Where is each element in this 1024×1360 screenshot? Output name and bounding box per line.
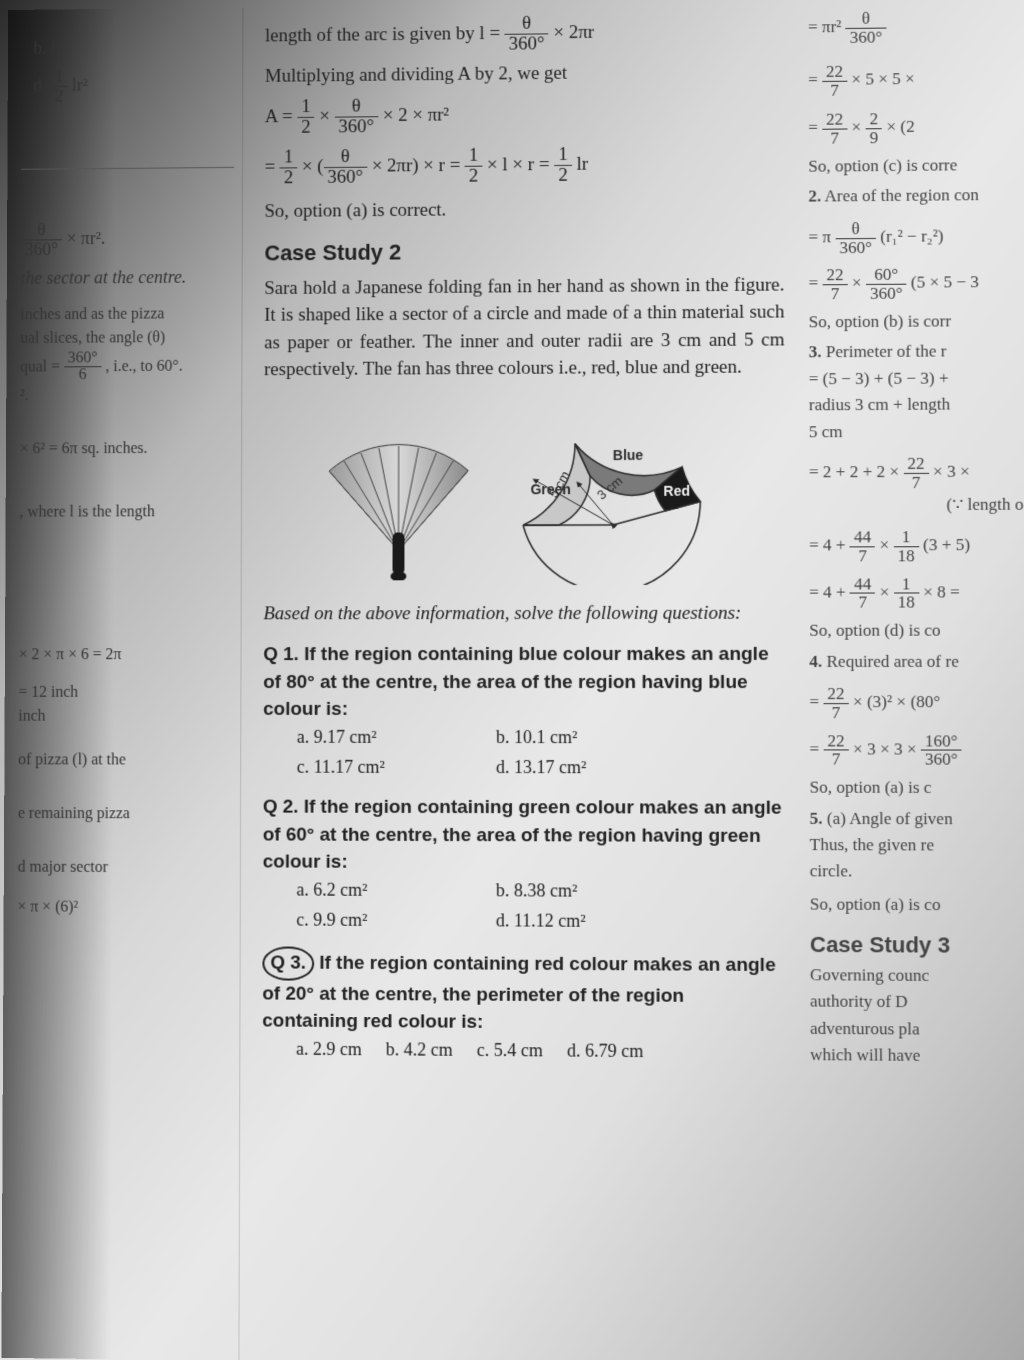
r-cs3d: which will have: [810, 1042, 1024, 1070]
formula-A: A = 12 × θ360° × 2 × πr²: [265, 93, 784, 139]
r-a4: = 227 × (3)² × (80°: [809, 685, 1024, 722]
r-line3: = 227 × 29 × (2: [808, 109, 1022, 148]
text-remaining: e remaining pizza: [18, 802, 232, 826]
q2-opt-b: b. 8.38 cm²: [496, 877, 657, 904]
text-equal: qual = 360°6 , i.e., to 60°.: [20, 349, 234, 384]
r-a3: = 227 × 60°360° (5 × 5 − 3: [809, 265, 1023, 303]
text-sixpi: × 6² = 6π sq. inches.: [20, 437, 234, 462]
question-3: Q 3. If the region containing red colour…: [262, 946, 786, 1038]
q3-opt-d: d. 6.79 cm: [567, 1037, 643, 1064]
text-inch: inch: [18, 705, 232, 729]
r-cs3a: Governing counc: [810, 962, 1024, 990]
q3-options: a. 2.9 cm b. 4.2 cm c. 5.4 cm d. 6.79 cm: [296, 1035, 786, 1064]
r-line2: = 227 × 5 × 5 ×: [808, 61, 1022, 100]
r-line1: = πr² θ360°: [808, 8, 1022, 47]
r-a2: = π θ360° (r₁² − r₂²): [808, 219, 1022, 257]
r-a3l3: 5 cm: [809, 418, 1023, 445]
formula-sector: θ360° × πr².: [21, 219, 234, 259]
so-option-a: So, option (a) is correct.: [265, 194, 785, 226]
option-d: d. 12 lr²: [33, 65, 234, 105]
right-column-answers: = πr² θ360° = 227 × 5 × 5 × = 227 × 29 ×…: [800, 0, 1024, 1360]
svg-text:Blue: Blue: [613, 446, 644, 462]
arc-length-line: length of the arc is given by l = θ360° …: [265, 11, 784, 57]
multiply-line: Multiplying and dividing A by 2, we get: [265, 57, 784, 90]
case-study-3-heading: Case Study 3: [810, 928, 1024, 963]
case-paragraph: Sara hold a Japanese folding fan in her …: [264, 271, 785, 384]
q2-opt-c: c. 9.9 cm²: [296, 906, 456, 933]
q1-opt-c: c. 11.17 cm²: [297, 754, 456, 780]
q3-opt-a: a. 2.9 cm: [296, 1035, 362, 1062]
text-where: , where l is the length: [19, 500, 233, 524]
r-a5: = 227 × 3 × 3 × 160°360°: [809, 732, 1024, 769]
q1-opt-d: d. 13.17 cm²: [496, 754, 656, 780]
sector-text: the sector at the centre.: [21, 263, 234, 291]
r-length-note: (∵ length o: [809, 491, 1024, 518]
r-so-d: So, option (d) is co: [809, 618, 1024, 645]
r-a5l1: Thus, the given re: [810, 832, 1024, 859]
q2-opt-d: d. 11.12 cm²: [496, 907, 657, 934]
text-twopi: × 2 × π × 6 = 2π: [19, 643, 233, 667]
r-so-a3: So, option (a) is co: [810, 891, 1024, 918]
question-2: Q 2. If the region containing green colo…: [263, 794, 786, 878]
r-a3l6: = 4 + 447 × 118 × 8 =: [809, 575, 1024, 612]
r-so-c: So, option (c) is corre: [808, 152, 1022, 180]
r-a5l2: circle.: [810, 859, 1024, 886]
case-study-2-heading: Case Study 2: [264, 233, 784, 269]
sector-diagram: 5 cm3 cmGreenBlueRed: [513, 404, 734, 584]
text-slices: ual slices, the angle (θ): [20, 325, 233, 350]
q1-options: a. 9.17 cm² b. 10.1 cm² c. 11.17 cm² d. …: [297, 724, 786, 781]
text-pizza-l: of pizza (l) at the: [18, 749, 232, 773]
q1-opt-a: a. 9.17 cm²: [297, 724, 456, 750]
main-column: length of the arc is given by l = θ360° …: [239, 1, 802, 1360]
formula-A2: = 12 × (θ360° × 2πr) × r = 12 × l × r = …: [265, 143, 785, 188]
text-major: d major sector: [18, 856, 232, 881]
q3-circled-number: Q 3.: [262, 946, 314, 980]
r-a3l2: radius 3 cm + length: [809, 391, 1023, 418]
r-ans3: 3. Perimeter of the r: [809, 339, 1023, 367]
text-xpi6: × π × (6)²: [17, 896, 231, 921]
q2-opt-a: a. 6.2 cm²: [296, 876, 455, 903]
left-column-previous-page: b. lr d. 12 lr² θ360° × πr². the sector …: [1, 7, 243, 1360]
svg-text:Red: Red: [664, 483, 691, 499]
r-ans4: 4. Required area of re: [809, 648, 1024, 675]
folding-fan-illustration: [314, 411, 483, 581]
r-ans5: 5. (a) Angle of given: [810, 805, 1024, 832]
text-twelve: = 12 inch: [18, 681, 232, 705]
option-b: b. lr: [33, 33, 234, 62]
text-tail2: ².: [20, 383, 234, 408]
r-ans2: 2. Area of the region con: [808, 182, 1022, 210]
q3-opt-c: c. 5.4 cm: [477, 1036, 543, 1063]
svg-text:Green: Green: [531, 481, 571, 497]
figure-row: 5 cm3 cmGreenBlueRed: [263, 399, 784, 590]
textbook-page: b. lr d. 12 lr² θ360° × πr². the sector …: [1, 0, 1024, 1360]
q3-opt-b: b. 4.2 cm: [386, 1036, 453, 1063]
r-a3l4: = 2 + 2 + 2 × 227 × 3 ×: [809, 454, 1024, 492]
question-1: Q 1. If the region containing blue colou…: [263, 641, 785, 724]
q1-opt-b: b. 10.1 cm²: [496, 724, 656, 750]
r-a3l1: = (5 − 3) + (5 − 3) +: [809, 365, 1023, 393]
r-cs3b: authority of D: [810, 989, 1024, 1017]
based-on-text: Based on the above information, solve th…: [263, 599, 785, 627]
text-inches: inches and as the pizza: [20, 302, 233, 327]
r-a3l5: = 4 + 447 × 118 (3 + 5): [809, 528, 1024, 565]
r-so-b: So, option (b) is corr: [809, 308, 1023, 336]
r-so-a2: So, option (a) is c: [810, 775, 1024, 802]
r-cs3c: adventurous pla: [810, 1015, 1024, 1043]
q2-options: a. 6.2 cm² b. 8.38 cm² c. 9.9 cm² d. 11.…: [296, 876, 785, 934]
